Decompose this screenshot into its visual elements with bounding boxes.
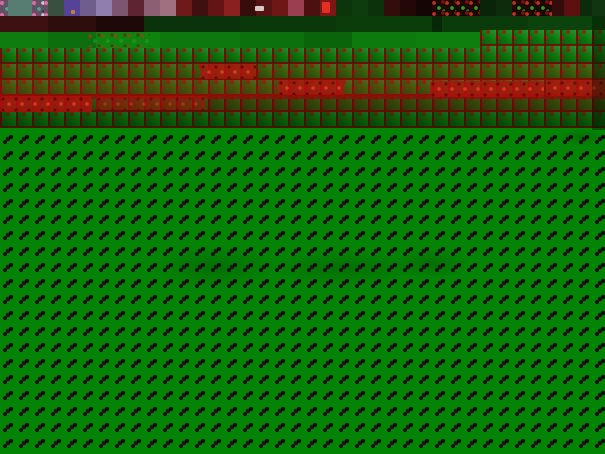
red-glitch-patch	[546, 80, 605, 96]
noise-block	[580, 0, 592, 16]
macroblock-noise-strip	[0, 0, 605, 16]
red-glitch-patch	[96, 96, 206, 110]
noise-block	[32, 0, 48, 16]
red-glitch-patch	[430, 81, 544, 97]
glitch-glyph	[71, 10, 75, 14]
tile-band-right-extension	[480, 30, 605, 48]
corrupted-tile-band	[0, 48, 605, 128]
noise-block	[536, 0, 552, 16]
band-block	[160, 32, 240, 48]
band-block	[48, 16, 96, 32]
band-block	[0, 16, 48, 32]
noise-block	[592, 0, 605, 16]
glitch-glyph	[255, 6, 264, 11]
noise-block	[112, 0, 128, 16]
band-block	[240, 16, 336, 32]
noise-block	[128, 0, 144, 16]
noise-block	[564, 0, 580, 16]
grass-field	[0, 128, 605, 454]
noise-block	[336, 0, 352, 16]
noise-block	[496, 0, 512, 16]
red-glitch-patch	[278, 80, 344, 95]
noise-block	[0, 0, 8, 16]
noise-block	[176, 0, 192, 16]
noise-block	[208, 0, 224, 16]
noise-block	[96, 0, 112, 16]
tile-row-tint	[0, 48, 605, 64]
ghost-smudge	[392, 248, 470, 280]
band-block	[352, 32, 416, 48]
red-scanline	[0, 94, 605, 99]
noise-block	[552, 0, 564, 16]
ghost-smudge	[268, 250, 418, 286]
band-block	[416, 32, 480, 48]
noise-block	[288, 0, 304, 16]
noise-block	[64, 0, 80, 16]
right-dark-column	[592, 16, 605, 130]
noise-block	[456, 0, 480, 16]
ghost-smudge	[556, 128, 605, 146]
tile-row-tint	[0, 112, 605, 128]
band-block	[144, 16, 240, 32]
noise-block	[432, 0, 456, 16]
noise-block	[272, 0, 288, 16]
red-glitch-patch	[200, 64, 256, 79]
band-block	[240, 32, 304, 48]
noise-block	[400, 0, 416, 16]
noise-block	[304, 0, 320, 16]
ghost-smudge	[150, 246, 280, 288]
noise-block	[8, 0, 32, 16]
band-block	[96, 16, 144, 32]
noise-block	[80, 0, 96, 16]
tile-row-tint	[0, 96, 605, 112]
tile-row-tint	[0, 64, 605, 80]
noise-block	[160, 0, 176, 16]
noise-block	[416, 0, 432, 16]
noise-block	[224, 0, 240, 16]
red-glitch-patch	[0, 96, 92, 112]
noise-block	[144, 0, 160, 16]
noise-block	[240, 0, 256, 16]
band-block	[432, 16, 442, 32]
band-block	[0, 32, 48, 48]
noise-block	[48, 0, 64, 16]
green-band	[0, 32, 605, 48]
noise-block	[512, 0, 536, 16]
noise-block	[256, 0, 272, 16]
noise-block	[352, 0, 368, 16]
noise-block	[480, 0, 496, 16]
glitch-glyph	[322, 2, 330, 13]
band-block	[528, 16, 605, 32]
dark-band	[0, 16, 605, 32]
band-block	[304, 32, 352, 48]
noise-block	[384, 0, 400, 16]
band-block	[48, 32, 96, 48]
noise-block	[368, 0, 384, 16]
band-block	[442, 16, 528, 32]
band-block	[336, 16, 432, 32]
red-speckles	[88, 33, 150, 47]
noise-block	[192, 0, 208, 16]
